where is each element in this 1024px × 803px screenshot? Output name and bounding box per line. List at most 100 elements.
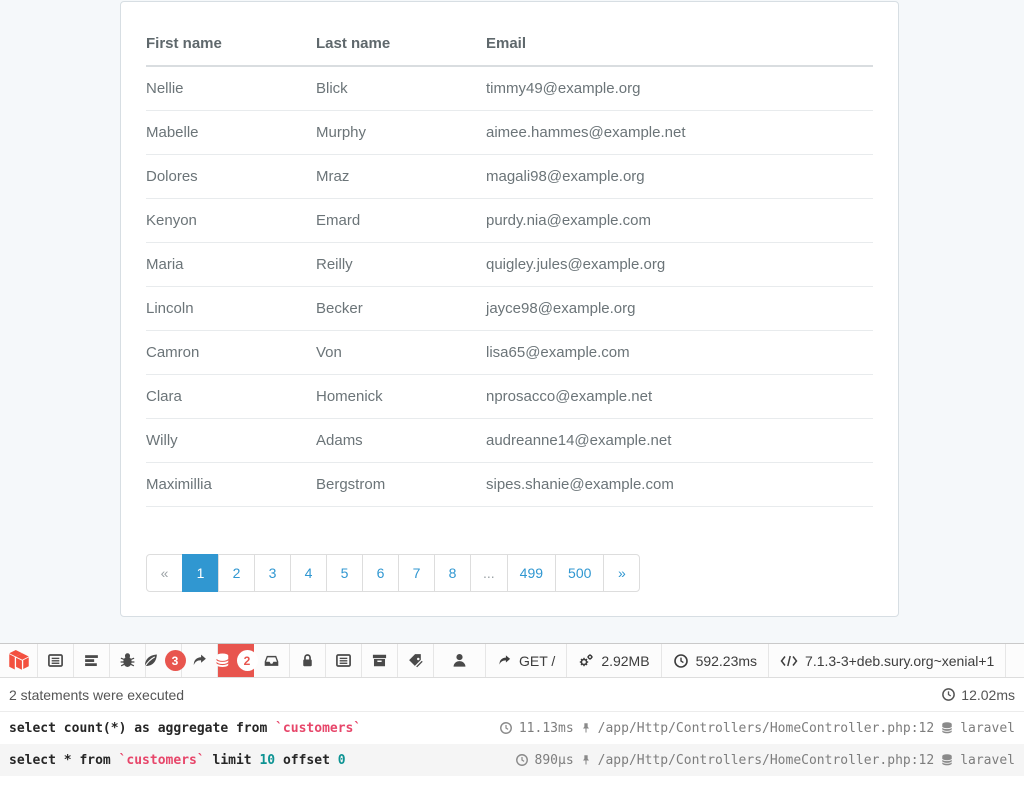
queries-status-bar: 2 statements were executed 12.02ms (0, 678, 1024, 712)
share-arrow-icon (191, 652, 208, 669)
table-row: Nellie Blick timmy49@example.org (146, 66, 873, 111)
tab-cache[interactable] (398, 644, 434, 677)
pagination-next[interactable]: » (603, 554, 641, 592)
table-row: Maria Reilly quigley.jules@example.org (146, 242, 873, 287)
cell-first-name: Mabelle (146, 110, 316, 155)
table-row: Kenyon Emard purdy.nia@example.com (146, 198, 873, 243)
user-icon (451, 652, 468, 669)
tab-auth[interactable] (434, 644, 486, 677)
cell-first-name: Maximillia (146, 462, 316, 507)
laravel-debugbar: 3 2 (0, 643, 1024, 803)
cell-first-name: Dolores (146, 154, 316, 199)
query-connection: laravel (960, 720, 1015, 736)
laravel-logo-icon (6, 648, 32, 674)
pagination: « 1 2 3 4 5 6 7 8 ... 499 500 » (146, 554, 641, 592)
tab-messages[interactable] (38, 644, 74, 677)
statements-count-label: 2 statements were executed (9, 686, 185, 703)
request-time-indicator[interactable]: 592.23ms (662, 644, 770, 677)
database-icon (214, 652, 231, 669)
clock-icon (941, 687, 956, 702)
list-alt-icon (47, 652, 64, 669)
cell-email: nprosacco@example.net (486, 374, 873, 419)
tasks-icon (83, 652, 100, 669)
cell-email: magali98@example.org (486, 154, 873, 199)
pagination-prev: « (146, 554, 183, 592)
cell-first-name: Kenyon (146, 198, 316, 243)
cell-first-name: Clara (146, 374, 316, 419)
cell-first-name: Nellie (146, 66, 316, 111)
inbox-icon (263, 652, 280, 669)
php-version-indicator[interactable]: 7.1.3-3+deb.sury.org~xenial+1 (769, 644, 1005, 677)
pagination-page-3[interactable]: 3 (254, 554, 291, 592)
pagination-page-4[interactable]: 4 (290, 554, 327, 592)
tab-gate[interactable] (290, 644, 326, 677)
table-row: Dolores Mraz magali98@example.org (146, 154, 873, 199)
cell-last-name: Mraz (316, 154, 486, 199)
header-last-name: Last name (316, 22, 486, 67)
lock-icon (299, 652, 316, 669)
cell-last-name: Emard (316, 198, 486, 243)
cell-email: sipes.shanie@example.com (486, 462, 873, 507)
cell-email: quigley.jules@example.org (486, 242, 873, 287)
database-icon (940, 721, 954, 735)
customers-card: First name Last name Email Nellie Blick … (120, 1, 899, 617)
open-folder-button[interactable] (1018, 652, 1024, 669)
query-row[interactable]: select * from `customers` limit 10 offse… (0, 744, 1024, 776)
table-header-row: First name Last name Email (146, 22, 873, 67)
tab-request[interactable] (362, 644, 398, 677)
clock-icon (499, 721, 513, 735)
memory-usage-indicator[interactable]: 2.92MB (567, 644, 662, 677)
views-badge: 3 (164, 650, 186, 671)
debugbar-controls (1005, 644, 1024, 677)
cell-first-name: Camron (146, 330, 316, 375)
request-method-label: GET / (519, 652, 556, 669)
tab-queries[interactable]: 2 (215, 644, 258, 677)
pagination-prev-label: « (146, 554, 183, 592)
request-method-indicator[interactable]: GET / (486, 644, 568, 677)
customers-table: First name Last name Email Nellie Blick … (146, 22, 873, 507)
query-meta: 890µs /app/Http/Controllers/HomeControll… (515, 753, 1015, 768)
query-row[interactable]: select count(*) as aggregate from `custo… (0, 712, 1024, 744)
cell-last-name: Von (316, 330, 486, 375)
cell-email: timmy49@example.org (486, 66, 873, 111)
pagination-page-5[interactable]: 5 (326, 554, 363, 592)
pagination-page-1[interactable]: 1 (182, 554, 219, 592)
clock-icon (515, 753, 529, 767)
query-meta: 11.13ms /app/Http/Controllers/HomeContro… (499, 721, 1015, 736)
query-source: /app/Http/Controllers/HomeController.php… (597, 752, 935, 768)
tab-timeline[interactable] (74, 644, 110, 677)
pagination-page-2[interactable]: 2 (218, 554, 255, 592)
tab-session[interactable] (326, 644, 362, 677)
tab-mails[interactable] (254, 644, 290, 677)
database-icon (940, 753, 954, 767)
pagination-ellipsis: ... (470, 554, 508, 592)
archive-box-icon (371, 652, 388, 669)
cell-email: aimee.hammes@example.net (486, 110, 873, 155)
gears-icon (578, 653, 594, 669)
pagination-page-500[interactable]: 500 (555, 554, 605, 592)
cell-email: lisa65@example.com (486, 330, 873, 375)
cell-last-name: Bergstrom (316, 462, 486, 507)
cell-last-name: Murphy (316, 110, 486, 155)
cell-first-name: Willy (146, 418, 316, 463)
tags-icon (407, 652, 424, 669)
cell-email: jayce98@example.org (486, 286, 873, 331)
tab-laravel[interactable] (0, 644, 38, 677)
leaf-icon (142, 652, 159, 669)
tab-exceptions[interactable] (110, 644, 146, 677)
pagination-page-6[interactable]: 6 (362, 554, 399, 592)
header-email: Email (486, 22, 873, 67)
pagination-page-7[interactable]: 7 (398, 554, 435, 592)
sql-statement: select * from `customers` limit 10 offse… (9, 752, 346, 768)
pin-icon (580, 721, 592, 735)
cell-last-name: Reilly (316, 242, 486, 287)
tab-views[interactable]: 3 (144, 644, 186, 677)
pagination-page-499[interactable]: 499 (506, 554, 557, 592)
memory-usage-label: 2.92MB (601, 652, 650, 669)
php-version-label: 7.1.3-3+deb.sury.org~xenial+1 (805, 652, 995, 669)
debugbar-header: 3 2 (0, 644, 1024, 678)
table-row: Willy Adams audreanne14@example.net (146, 418, 873, 463)
table-row: Lincoln Becker jayce98@example.org (146, 286, 873, 331)
pagination-page-8[interactable]: 8 (434, 554, 471, 592)
total-query-time: 12.02ms (941, 687, 1015, 703)
